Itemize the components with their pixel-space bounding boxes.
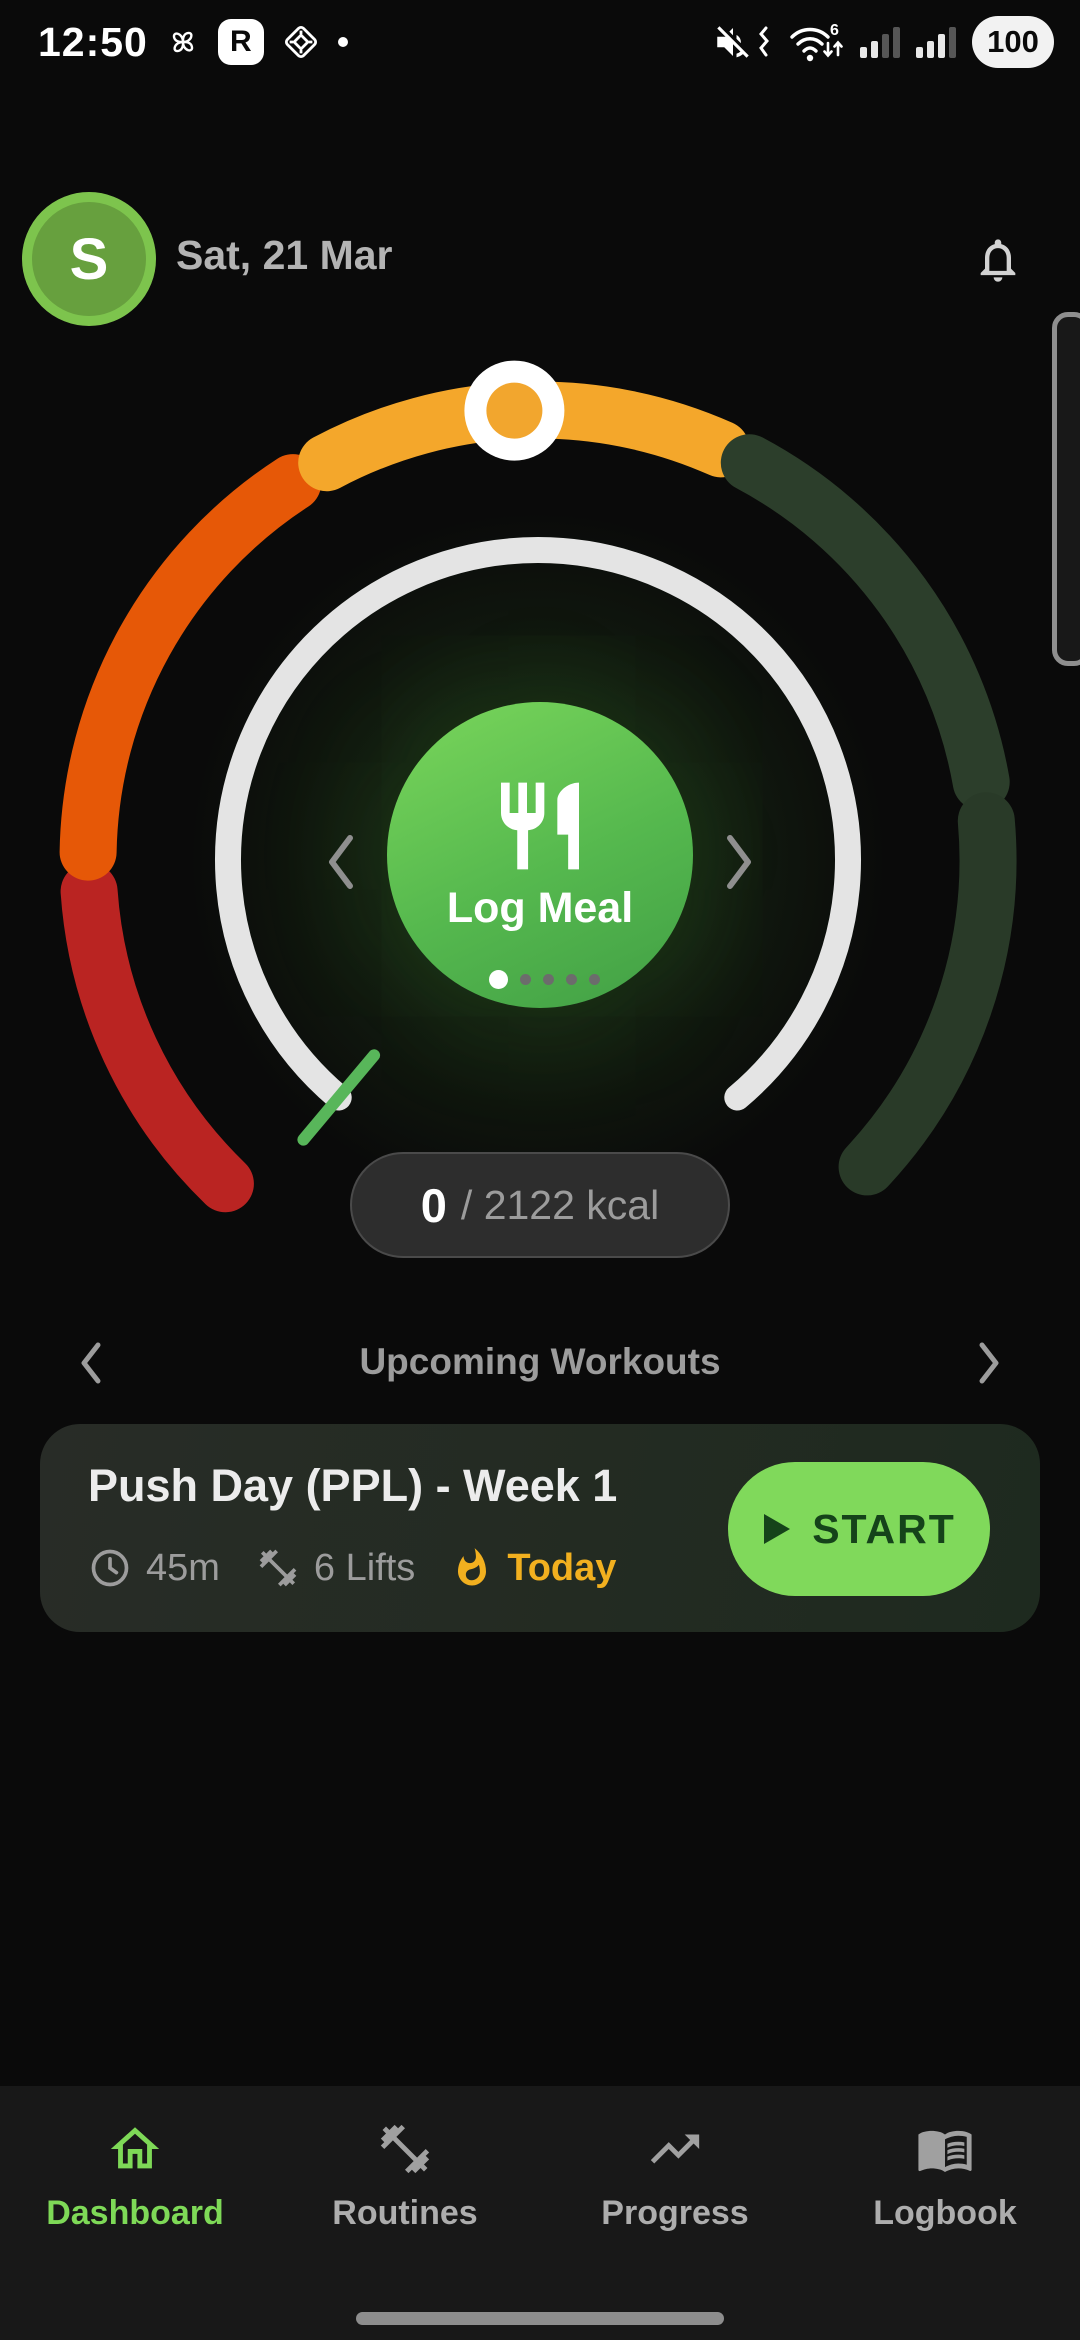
gauge-segment-orange: [59, 454, 322, 881]
avatar[interactable]: S: [22, 192, 156, 326]
pinwheel-notification-icon: [164, 23, 202, 61]
nav-item-routines[interactable]: Routines: [270, 2086, 540, 2340]
carousel-dot[interactable]: [520, 973, 531, 985]
fork-knife-icon: [488, 774, 592, 878]
nav-label: Logbook: [873, 2194, 1017, 2232]
carousel-dot[interactable]: [566, 973, 577, 985]
workouts-next-icon[interactable]: [974, 1340, 1004, 1386]
start-label: START: [812, 1505, 956, 1552]
flame-icon: [451, 1547, 493, 1589]
log-meal-label: Log Meal: [446, 883, 634, 932]
carousel-dot-active[interactable]: [489, 969, 508, 989]
calories-consumed: 0: [420, 1178, 447, 1232]
clock-icon: [88, 1546, 132, 1590]
gauge-progress-tick: [297, 1049, 381, 1146]
log-meal-button[interactable]: Log Meal: [387, 702, 693, 1008]
nav-item-logbook[interactable]: Logbook: [810, 2086, 1080, 2340]
home-indicator[interactable]: [356, 2312, 724, 2325]
mute-vibrate-icon: [712, 21, 770, 63]
carousel-dots[interactable]: [489, 968, 600, 990]
trending-up-icon: [646, 2120, 704, 2178]
carousel-prev-icon[interactable]: [320, 830, 362, 894]
signal-strength-icon-2: [916, 26, 956, 58]
scrollbar[interactable]: [1052, 312, 1080, 666]
carousel-dot[interactable]: [589, 973, 600, 985]
play-icon: [762, 1512, 792, 1546]
bell-icon[interactable]: [972, 234, 1024, 286]
gauge-track: [215, 537, 861, 1111]
carousel-dot[interactable]: [543, 973, 554, 985]
nav-label: Progress: [601, 2194, 749, 2232]
gauge-segment-dark-green-lower: [838, 792, 1017, 1196]
workout-exercise-count: 6 Lifts: [313, 1546, 416, 1589]
signal-strength-icon-1: [860, 26, 900, 58]
calories-goal: / 2122 kcal: [460, 1181, 660, 1228]
section-title: Upcoming Workouts: [359, 1341, 721, 1382]
gauge-knob-center: [486, 382, 543, 439]
gauge-segment-dark-green-upper: [720, 434, 1010, 811]
clock-time: 12:50: [38, 18, 148, 65]
start-workout-button[interactable]: START: [728, 1462, 990, 1596]
avatar-initial: S: [69, 226, 109, 292]
bottom-nav: Dashboard Routines Progress: [0, 2086, 1080, 2340]
dumbbell-icon: [376, 2120, 434, 2178]
workout-card[interactable]: Push Day (PPL) - Week 1 45m 6 Lifts T: [40, 1424, 1040, 1632]
gauge-segment-red: [60, 862, 254, 1213]
workout-duration: 45m: [146, 1546, 220, 1589]
wifi-icon: 6: [786, 19, 844, 65]
workout-title: Push Day (PPL) - Week 1: [88, 1460, 618, 1511]
header-date: Sat, 21 Mar: [176, 232, 393, 278]
calories-summary: 0 / 2122 kcal: [350, 1152, 730, 1258]
calorie-gauge: [59, 360, 1017, 1213]
diamond-notification-icon: [280, 21, 322, 63]
svg-text:6: 6: [830, 22, 839, 39]
dumbbell-icon: [256, 1546, 300, 1590]
status-bar: 12:50 R: [38, 12, 1054, 72]
workouts-prev-icon[interactable]: [76, 1340, 106, 1386]
carousel-next-icon[interactable]: [718, 830, 760, 894]
nav-item-dashboard[interactable]: Dashboard: [0, 2086, 270, 2340]
nav-item-progress[interactable]: Progress: [540, 2086, 810, 2340]
notification-dot-icon: [337, 37, 348, 47]
nav-label: Routines: [332, 2194, 478, 2232]
nav-label: Dashboard: [46, 2194, 224, 2232]
upcoming-workouts-header: Upcoming Workouts: [0, 1326, 1080, 1398]
workout-schedule: Today: [507, 1546, 617, 1589]
r-app-notification-icon: R: [217, 19, 264, 65]
battery-indicator: 100: [972, 16, 1054, 68]
home-icon: [106, 2120, 164, 2178]
workout-meta: 45m 6 Lifts Today: [88, 1542, 616, 1594]
book-icon: [916, 2120, 974, 2178]
